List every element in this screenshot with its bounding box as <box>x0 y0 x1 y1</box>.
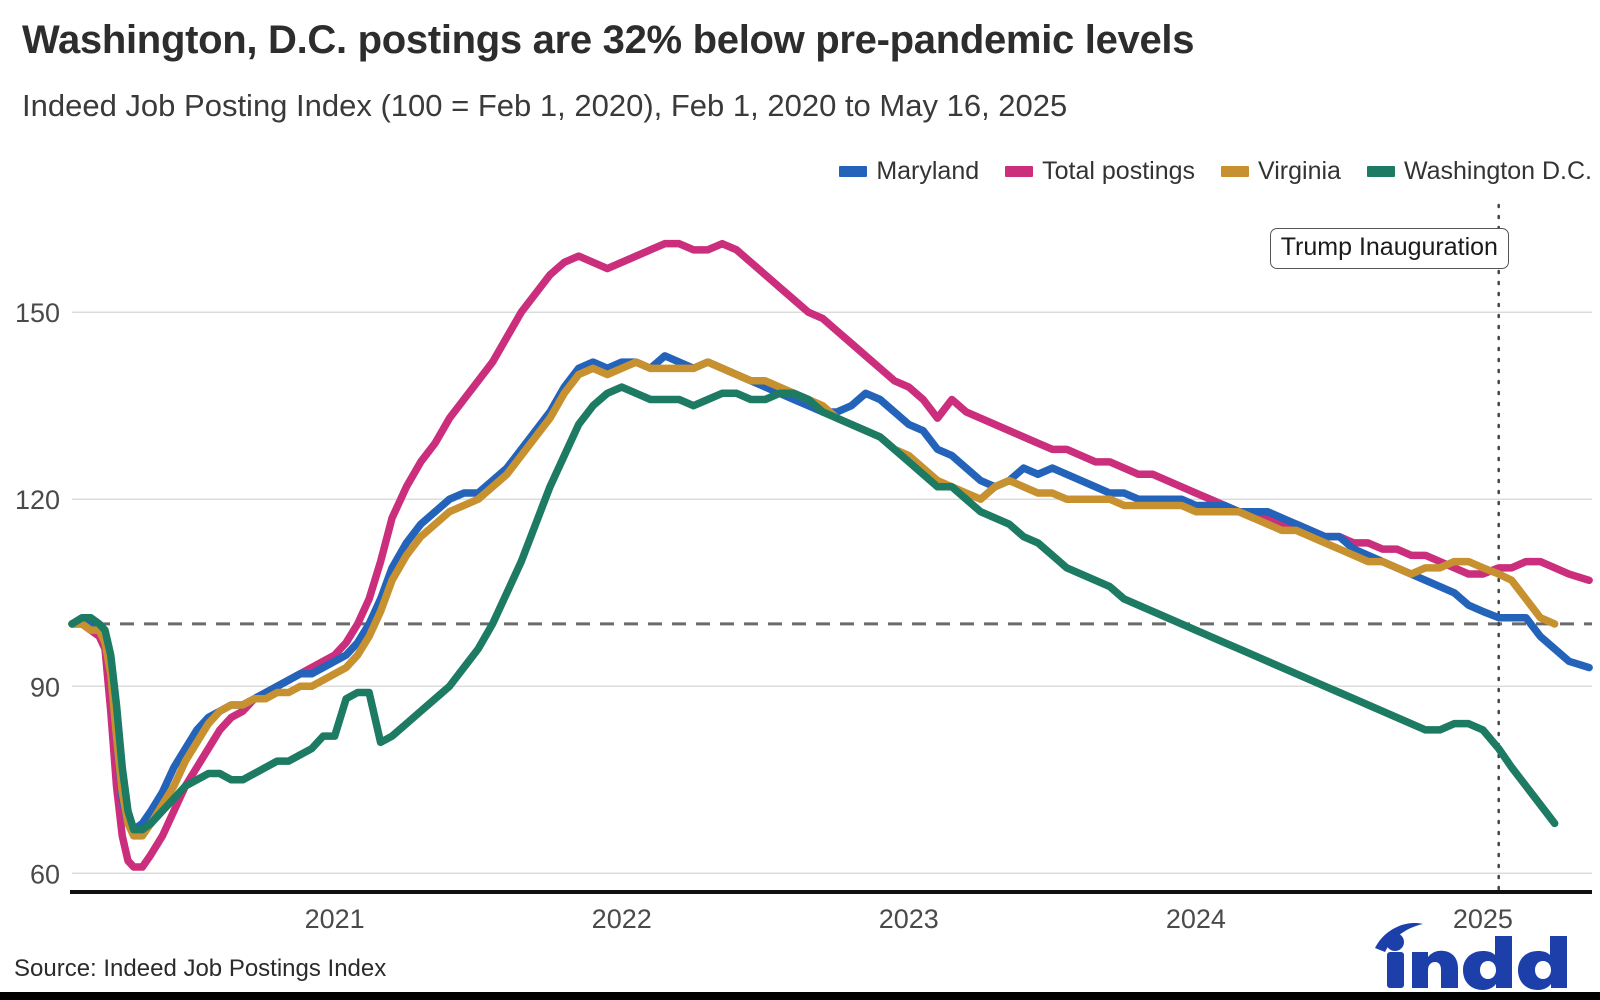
y-axis-ticks: 60 90 120 150 <box>15 298 60 889</box>
bottom-bar <box>0 992 1600 1000</box>
svg-text:90: 90 <box>30 672 60 702</box>
legend-item-total-postings[interactable]: Total postings <box>1005 157 1195 186</box>
legend-label-total-postings: Total postings <box>1042 157 1196 185</box>
legend-swatch-total-postings <box>1005 166 1034 177</box>
legend-label-maryland: Maryland <box>876 157 980 185</box>
legend-label-virginia: Virginia <box>1258 157 1341 185</box>
svg-text:60: 60 <box>30 859 60 889</box>
chart-legend: Maryland Total postings Virginia Washing… <box>839 157 1592 186</box>
legend-swatch-maryland <box>839 166 868 177</box>
x-axis-ticks: 2021 2022 2023 2024 2025 <box>305 904 1513 934</box>
trump-inauguration-annotation: Trump Inauguration <box>1269 228 1509 269</box>
legend-item-maryland[interactable]: Maryland <box>839 157 979 186</box>
page-subtitle: Indeed Job Posting Index (100 = Feb 1, 2… <box>22 88 1068 123</box>
legend-label-washington-dc: Washington D.C. <box>1403 157 1592 185</box>
page-title: Washington, D.C. postings are 32% below … <box>22 18 1195 62</box>
svg-text:2021: 2021 <box>305 904 365 934</box>
legend-swatch-washington-dc <box>1366 166 1395 177</box>
svg-text:2022: 2022 <box>592 904 652 934</box>
source-note: Source: Indeed Job Postings Index <box>14 955 387 982</box>
series-lines <box>68 239 1593 871</box>
svg-text:150: 150 <box>15 298 60 328</box>
svg-text:2024: 2024 <box>1166 904 1226 934</box>
legend-item-virginia[interactable]: Virginia <box>1221 157 1341 186</box>
svg-text:2025: 2025 <box>1453 904 1513 934</box>
indeed-logo <box>1375 923 1567 990</box>
legend-item-washington-dc[interactable]: Washington D.C. <box>1366 157 1592 186</box>
gridlines <box>72 311 1592 875</box>
svg-text:2023: 2023 <box>879 904 939 934</box>
svg-text:120: 120 <box>15 485 60 515</box>
legend-swatch-virginia <box>1221 166 1250 177</box>
